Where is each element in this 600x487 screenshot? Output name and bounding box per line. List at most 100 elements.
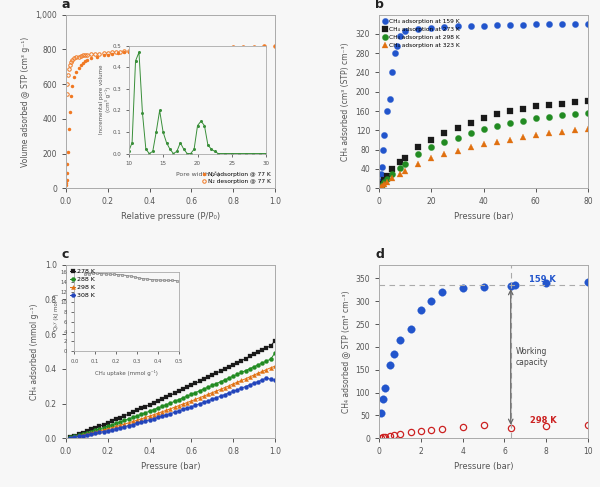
288 K	[271, 350, 278, 356]
CH₄ adsorption at 159 K	[428, 25, 435, 31]
288 K	[188, 392, 195, 397]
CH₄ adsorption at 273 K	[376, 185, 383, 191]
N₂ desorption @ 77 K	[157, 47, 164, 53]
298 K	[113, 424, 120, 430]
N₂ desorption @ 77 K	[125, 48, 132, 54]
308 K	[88, 431, 95, 437]
308 K	[250, 380, 257, 386]
CH₄ adsorption at 159 K	[558, 21, 565, 27]
Y-axis label: CH₄ adsorbed (cm³ (STP) cm⁻³): CH₄ adsorbed (cm³ (STP) cm⁻³)	[341, 42, 350, 161]
Text: b: b	[375, 0, 384, 11]
Line: 308 K: 308 K	[68, 376, 277, 440]
CH₄ adsorption at 273 K	[584, 98, 592, 104]
298 K	[192, 396, 199, 402]
Y-axis label: CH₄ adsorbed @ STP (cm³ cm⁻³): CH₄ adsorbed @ STP (cm³ cm⁻³)	[341, 290, 350, 413]
CH₄ adsorption at 273 K	[467, 120, 474, 126]
308 K	[267, 376, 274, 382]
CH₄ adsorption at 323 K	[571, 128, 578, 133]
N₂ adsorption @ 77 K	[219, 45, 226, 51]
298 K	[67, 435, 74, 441]
CH₄ adsorption at 159 K	[391, 50, 398, 56]
298 K	[184, 400, 191, 406]
CH₄ adsorption at 323 K	[558, 129, 565, 135]
N₂ adsorption @ 77 K	[94, 54, 101, 59]
278 K	[196, 378, 203, 384]
Text: Working
capacity: Working capacity	[516, 347, 548, 367]
CH₄ adsorption at 323 K	[454, 148, 461, 153]
CH₄ adsorption at 298 K	[532, 115, 539, 121]
288 K	[229, 373, 236, 379]
N₂ desorption @ 77 K	[188, 46, 195, 52]
308 K	[167, 411, 174, 416]
CH₄ adsorption at 323 K	[545, 131, 553, 136]
N₂ desorption @ 77 K	[73, 55, 80, 60]
288 K	[238, 370, 245, 375]
N₂ adsorption @ 77 K	[229, 44, 236, 50]
298 K	[121, 421, 128, 427]
CH₄ adsorption at 159 K	[376, 182, 383, 187]
278 K	[163, 394, 170, 400]
X-axis label: Relative pressure (P/P₀): Relative pressure (P/P₀)	[121, 212, 220, 221]
278 K	[225, 364, 232, 370]
308 K	[133, 420, 140, 426]
288 K	[100, 425, 107, 431]
N₂ adsorption @ 77 K	[62, 182, 70, 188]
298 K	[158, 409, 166, 414]
N₂ adsorption @ 77 K	[63, 180, 70, 186]
308 K	[205, 398, 212, 404]
288 K	[125, 416, 132, 422]
278 K	[79, 430, 86, 435]
278 K	[200, 376, 208, 382]
N₂ adsorption @ 77 K	[65, 126, 73, 132]
298 K	[129, 418, 136, 424]
CH₄ adsorption at 323 K	[381, 181, 388, 187]
N₂ adsorption @ 77 K	[209, 45, 216, 51]
298 K	[200, 393, 208, 399]
CH₄ adsorption at 298 K	[545, 114, 553, 120]
288 K	[175, 396, 182, 402]
N₂ desorption @ 77 K	[65, 66, 73, 72]
308 K	[146, 417, 153, 423]
288 K	[163, 402, 170, 408]
308 K	[121, 424, 128, 430]
308 K	[116, 425, 124, 431]
CH₄ adsorption at 273 K	[571, 99, 578, 105]
CH₄ adsorption at 273 K	[389, 166, 396, 172]
N₂ adsorption @ 77 K	[64, 169, 71, 175]
Text: 298 K: 298 K	[530, 416, 556, 425]
308 K	[113, 426, 120, 431]
Line: CH₄ adsorption at 298 K: CH₄ adsorption at 298 K	[376, 111, 591, 191]
288 K	[246, 366, 253, 372]
298 K	[229, 381, 236, 387]
CH₄ adsorption at 273 K	[519, 106, 526, 112]
278 K	[129, 410, 136, 415]
N₂ adsorption @ 77 K	[68, 94, 75, 99]
N₂ desorption @ 77 K	[68, 57, 76, 63]
Line: CH₄ adsorption at 273 K: CH₄ adsorption at 273 K	[377, 99, 591, 190]
288 K	[88, 429, 95, 434]
298 K	[263, 367, 270, 373]
278 K	[150, 400, 157, 406]
308 K	[221, 392, 228, 397]
N₂ adsorption @ 77 K	[121, 50, 128, 56]
CH₄ adsorption at 298 K	[402, 161, 409, 167]
288 K	[217, 379, 224, 385]
CH₄ adsorption at 159 K	[377, 171, 385, 177]
278 K	[67, 434, 74, 440]
308 K	[125, 423, 132, 429]
278 K	[229, 362, 236, 368]
298 K	[79, 432, 86, 438]
CH₄ adsorption at 159 K	[584, 21, 592, 27]
Legend: 278 K, 288 K, 298 K, 308 K: 278 K, 288 K, 298 K, 308 K	[69, 268, 97, 300]
278 K	[233, 360, 241, 366]
278 K	[133, 408, 140, 413]
288 K	[242, 368, 249, 374]
N₂ adsorption @ 77 K	[240, 44, 247, 50]
278 K	[192, 380, 199, 386]
308 K	[100, 429, 107, 434]
288 K	[96, 426, 103, 432]
N₂ desorption @ 77 K	[198, 45, 205, 51]
288 K	[209, 382, 216, 388]
298 K	[71, 434, 78, 440]
308 K	[242, 384, 249, 390]
